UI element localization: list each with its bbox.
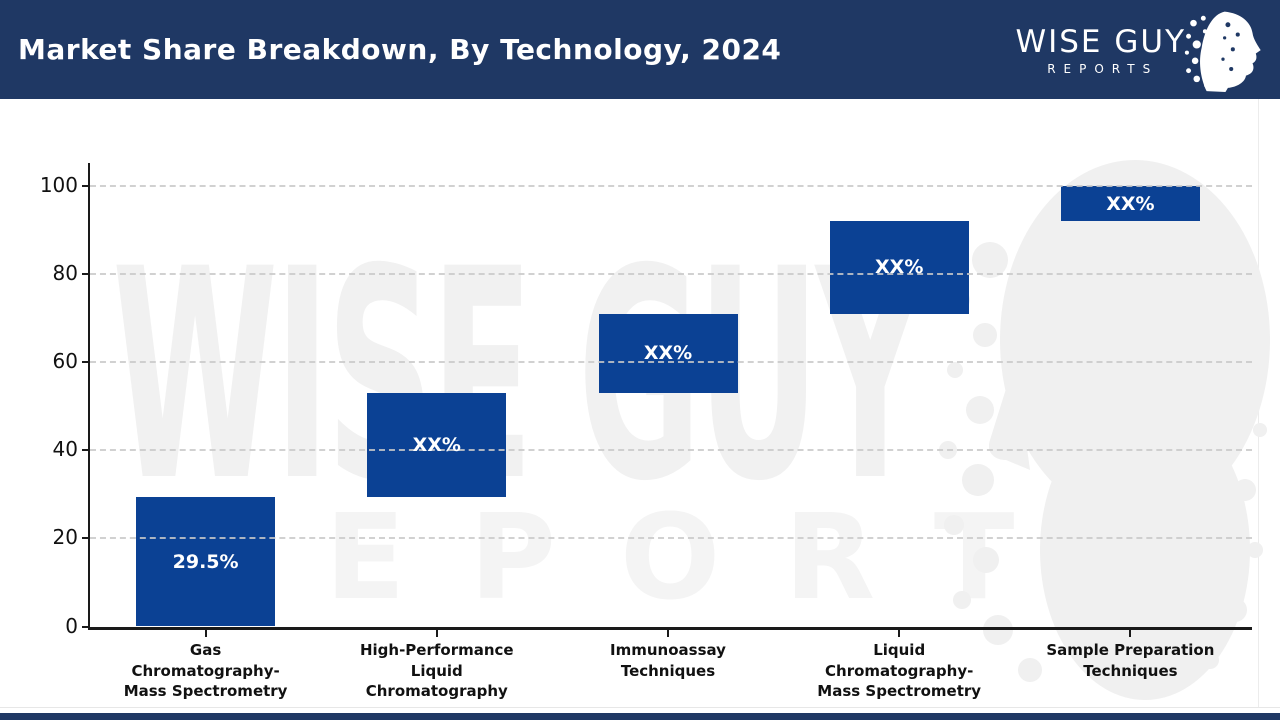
card-edge-bottom	[0, 707, 1280, 708]
gridline	[90, 537, 1252, 540]
y-tick-label: 100	[39, 173, 78, 197]
y-tick-label: 80	[52, 261, 78, 286]
category-label: High-Performance Liquid Chromatography	[359, 641, 514, 701]
category-label: Gas Chromatography- Mass Spectrometry	[123, 641, 288, 701]
page-title: Market Share Breakdown, By Technology, 2…	[18, 33, 782, 66]
y-tick-label: 60	[52, 349, 78, 374]
x-tick-mark	[667, 629, 669, 637]
x-axis-line	[88, 626, 1252, 630]
bar-value-label: XX%	[412, 433, 461, 456]
watermark-head-icon	[939, 160, 1270, 700]
gridline	[90, 361, 1252, 364]
y-tick-mark	[82, 185, 90, 187]
x-tick-mark	[898, 629, 901, 637]
x-tick-mark	[435, 629, 438, 637]
y-tick-label: 40	[52, 437, 78, 462]
y-tick-label: 0	[65, 613, 78, 638]
x-tick-mark	[204, 629, 207, 637]
y-tick-mark	[82, 537, 90, 540]
bar-value-label: XX%	[875, 256, 924, 279]
y-axis-line	[88, 163, 90, 630]
gridline	[90, 273, 1252, 276]
bar-value-label: XX%	[643, 342, 693, 365]
category-label: Immunoassay Techniques	[610, 641, 726, 680]
chart-plot-area: 0 20 40 60 80 100 29.5% Gas Chromatography- Mas…	[0, 99, 1280, 713]
category-label: Sample Preparation Techniques	[1046, 641, 1215, 680]
wiseguy-head-logo-icon	[1184, 11, 1261, 92]
bar-segment	[829, 221, 969, 314]
y-tick-label: 20	[52, 525, 78, 550]
wiseguy-logo: WISE GUY REPORTS	[1015, 10, 1266, 92]
gridline	[90, 449, 1252, 452]
wiseguy-logo-text: WISE GUY REPORTS	[1015, 24, 1186, 76]
y-tick-mark	[82, 361, 90, 364]
watermark-wise-guy: WISE GUY	[112, 208, 925, 545]
y-tick-mark	[82, 625, 90, 628]
footer-bar	[0, 713, 1280, 720]
bar-value-label: 29.5%	[172, 550, 239, 573]
bar-segment	[367, 393, 507, 497]
y-tick-mark	[82, 449, 90, 452]
x-tick-mark	[1129, 629, 1132, 637]
y-tick-mark	[82, 273, 90, 276]
logo-subtitle: REPORTS	[1047, 62, 1159, 76]
bar-segment	[136, 496, 276, 627]
category-label: Liquid Chromatography- Mass Spectrometry	[817, 641, 982, 701]
bar-value-label: XX%	[1106, 192, 1155, 215]
logo-name: WISE GUY	[1015, 24, 1186, 60]
header-bar: Market Share Breakdown, By Technology, 2…	[0, 0, 1280, 99]
bar-segment	[1060, 186, 1200, 222]
gridline	[90, 185, 1252, 187]
bar-segment	[598, 313, 738, 394]
